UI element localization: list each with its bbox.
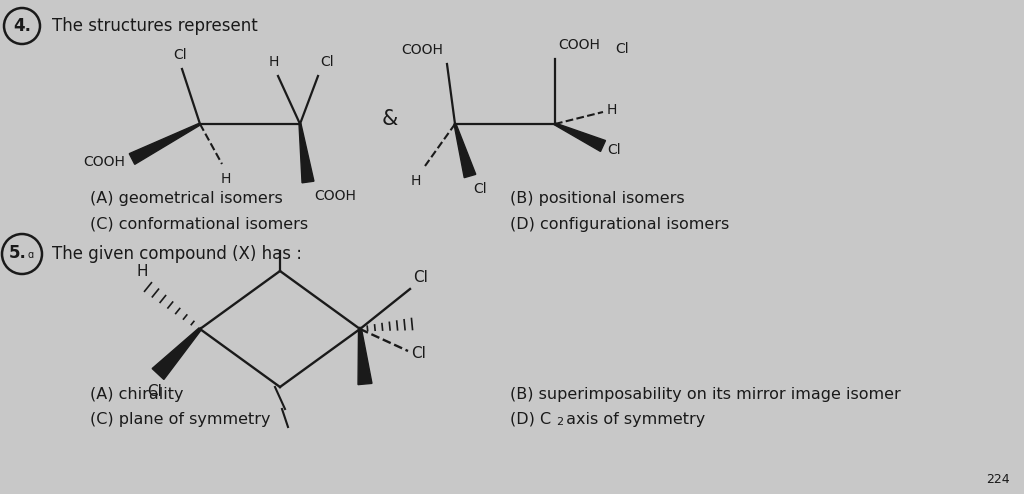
Text: (C) plane of symmetry: (C) plane of symmetry — [90, 412, 270, 426]
Polygon shape — [129, 123, 201, 165]
Text: (B) positional isomers: (B) positional isomers — [510, 192, 685, 206]
Text: Cl: Cl — [147, 384, 163, 399]
Text: (A) geometrical isomers: (A) geometrical isomers — [90, 192, 283, 206]
Text: (C) conformational isomers: (C) conformational isomers — [90, 216, 308, 232]
Text: ɑ: ɑ — [27, 250, 33, 260]
Text: 4.: 4. — [13, 17, 31, 35]
Text: Cl: Cl — [607, 143, 621, 157]
Text: The structures represent: The structures represent — [52, 17, 258, 35]
Text: H: H — [269, 55, 280, 69]
Polygon shape — [358, 329, 372, 385]
Text: &: & — [382, 109, 398, 129]
Text: Cl: Cl — [615, 42, 629, 56]
Text: (D) configurational isomers: (D) configurational isomers — [510, 216, 729, 232]
Text: axis of symmetry: axis of symmetry — [561, 412, 706, 426]
Text: COOH: COOH — [401, 43, 443, 57]
Polygon shape — [299, 124, 314, 183]
Text: (D) C: (D) C — [510, 412, 551, 426]
Text: H: H — [136, 264, 147, 279]
Text: COOH: COOH — [314, 189, 356, 203]
Text: (B) superimposability on its mirror image isomer: (B) superimposability on its mirror imag… — [510, 386, 901, 402]
Text: H: H — [607, 103, 617, 117]
Text: COOH: COOH — [558, 38, 600, 52]
Text: Cl: Cl — [411, 346, 426, 362]
Polygon shape — [153, 328, 201, 379]
Text: H: H — [221, 172, 231, 186]
Polygon shape — [454, 124, 476, 178]
Text: The given compound (X) has :: The given compound (X) has : — [52, 245, 302, 263]
Polygon shape — [555, 123, 605, 152]
Text: 5.: 5. — [9, 244, 27, 262]
Text: H: H — [411, 174, 421, 188]
Text: Cl: Cl — [319, 55, 334, 69]
Text: (A) chirality: (A) chirality — [90, 386, 183, 402]
Text: Cl: Cl — [413, 270, 428, 285]
Text: Cl: Cl — [173, 48, 186, 62]
Text: 224: 224 — [986, 473, 1010, 486]
Text: Cl: Cl — [473, 182, 486, 196]
Text: COOH: COOH — [83, 155, 125, 169]
Text: 2: 2 — [556, 417, 563, 427]
